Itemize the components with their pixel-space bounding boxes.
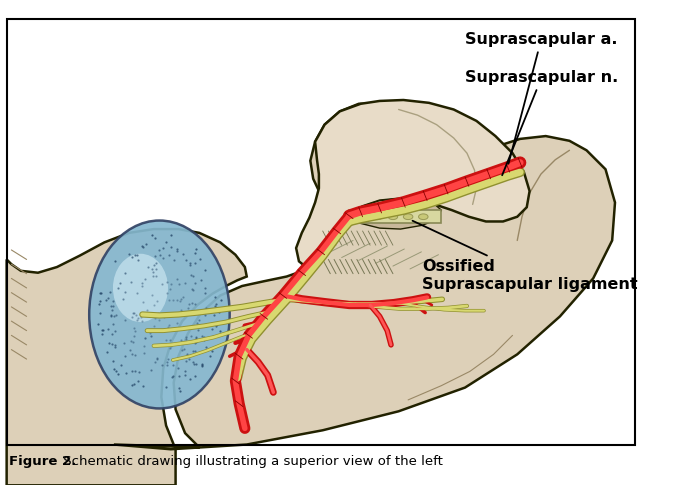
- Ellipse shape: [113, 254, 168, 322]
- Text: Schematic drawing illustrating a superior view of the left: Schematic drawing illustrating a superio…: [59, 455, 443, 468]
- Ellipse shape: [403, 214, 413, 220]
- Text: Suprascapular a.: Suprascapular a.: [465, 32, 618, 164]
- Polygon shape: [349, 210, 441, 224]
- Ellipse shape: [373, 214, 382, 220]
- Text: Ossified
Suprascapular ligament: Ossified Suprascapular ligament: [412, 221, 638, 292]
- Ellipse shape: [89, 221, 230, 408]
- Polygon shape: [7, 229, 247, 486]
- Text: Suprascapular n.: Suprascapular n.: [465, 70, 618, 175]
- Ellipse shape: [388, 214, 398, 220]
- Text: Figure 2.: Figure 2.: [9, 455, 77, 468]
- Ellipse shape: [418, 214, 428, 220]
- FancyBboxPatch shape: [7, 19, 635, 445]
- Polygon shape: [296, 100, 530, 269]
- Ellipse shape: [358, 214, 367, 220]
- Polygon shape: [349, 199, 441, 229]
- Polygon shape: [114, 104, 615, 449]
